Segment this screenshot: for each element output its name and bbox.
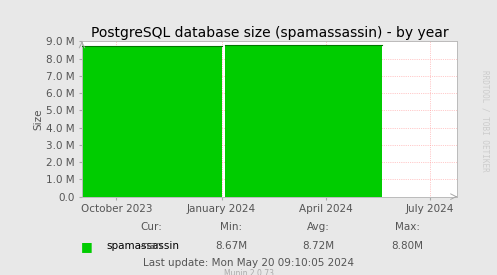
Title: PostgreSQL database size (spamassassin) - by year: PostgreSQL database size (spamassassin) … [91,26,448,40]
Text: Min:: Min: [220,222,242,232]
Text: ■: ■ [81,240,93,253]
Y-axis label: Size: Size [33,108,43,130]
Text: spamassassin: spamassassin [107,241,180,251]
Text: Avg:: Avg: [307,222,330,232]
Text: Munin 2.0.73: Munin 2.0.73 [224,269,273,275]
Text: RRDTOOL / TOBI OETIKER: RRDTOOL / TOBI OETIKER [481,70,490,172]
Text: -nan: -nan [140,241,164,251]
Text: Last update: Mon May 20 09:10:05 2024: Last update: Mon May 20 09:10:05 2024 [143,258,354,268]
Text: Cur:: Cur: [141,222,163,232]
Text: Max:: Max: [395,222,420,232]
Text: 8.80M: 8.80M [392,241,423,251]
Text: 8.67M: 8.67M [215,241,247,251]
Text: 8.72M: 8.72M [302,241,334,251]
